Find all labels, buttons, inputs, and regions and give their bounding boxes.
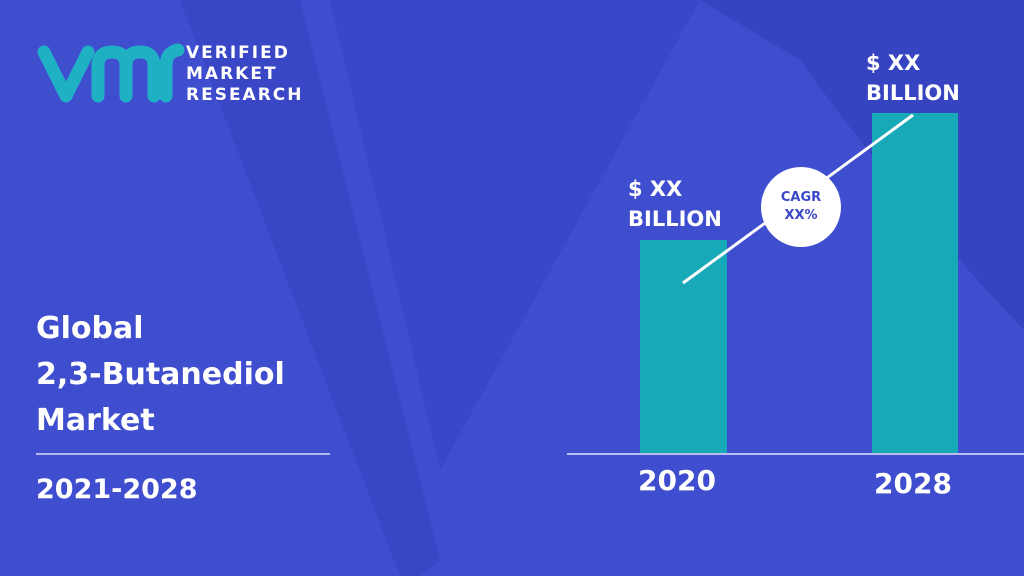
- logo-text: VERIFIED MARKET RESEARCH: [186, 43, 304, 105]
- headline-line: Market: [36, 403, 155, 438]
- headline-line: Global: [36, 311, 144, 346]
- logo-line: VERIFIED: [186, 43, 290, 63]
- headline: Global 2,3-Butanediol Market: [36, 311, 285, 438]
- cagr-text: CAGR XX%: [781, 190, 821, 223]
- period: 2021-2028: [36, 474, 198, 505]
- year-label: 2028: [874, 467, 952, 500]
- year-labels: 2020 2028: [638, 464, 952, 500]
- bar-2028: [872, 113, 958, 453]
- bar-value-label: $ XX: [628, 177, 682, 201]
- year-label: 2020: [638, 464, 716, 497]
- logo-line: RESEARCH: [186, 85, 304, 105]
- bar-value-label: BILLION: [628, 207, 722, 231]
- background-corner: [700, 0, 1024, 330]
- logo-mark: [37, 43, 185, 103]
- bar-labels: $ XX BILLION $ XX BILLION: [628, 51, 960, 231]
- bar-2020: [640, 240, 727, 453]
- headline-line: 2,3-Butanediol: [36, 357, 285, 392]
- bar-value-label: $ XX: [866, 51, 920, 75]
- bar-value-label: BILLION: [866, 81, 960, 105]
- background-v-shade: [180, 0, 440, 576]
- logo-line: MARKET: [186, 64, 278, 84]
- cagr-line: XX%: [784, 208, 817, 223]
- cagr-line: CAGR: [781, 190, 821, 205]
- cagr-badge: [761, 167, 841, 247]
